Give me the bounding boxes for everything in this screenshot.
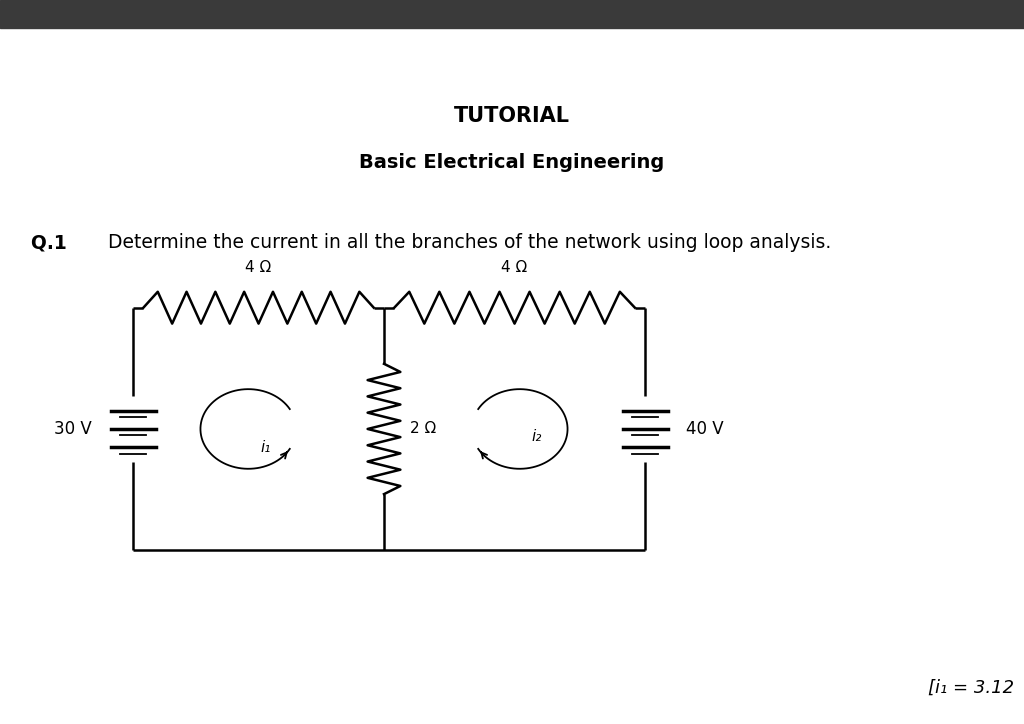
Text: 2 Ω: 2 Ω (410, 421, 436, 437)
Text: 30 V: 30 V (54, 420, 92, 438)
Text: 4 Ω: 4 Ω (246, 260, 271, 275)
Text: Determine the current in all the branches of the network using loop analysis.: Determine the current in all the branche… (108, 233, 830, 252)
Text: 40 V: 40 V (686, 420, 724, 438)
Text: i₂: i₂ (532, 429, 543, 444)
Text: Basic Electrical Engineering: Basic Electrical Engineering (359, 153, 665, 172)
Bar (0, 0, 1024, 28)
Text: TUTORIAL: TUTORIAL (454, 106, 570, 126)
Text: i₁: i₁ (260, 439, 271, 455)
Text: [i₁ = 3.12: [i₁ = 3.12 (928, 679, 1014, 696)
Text: 4 Ω: 4 Ω (502, 260, 527, 275)
Text: Q.1: Q.1 (31, 233, 73, 252)
